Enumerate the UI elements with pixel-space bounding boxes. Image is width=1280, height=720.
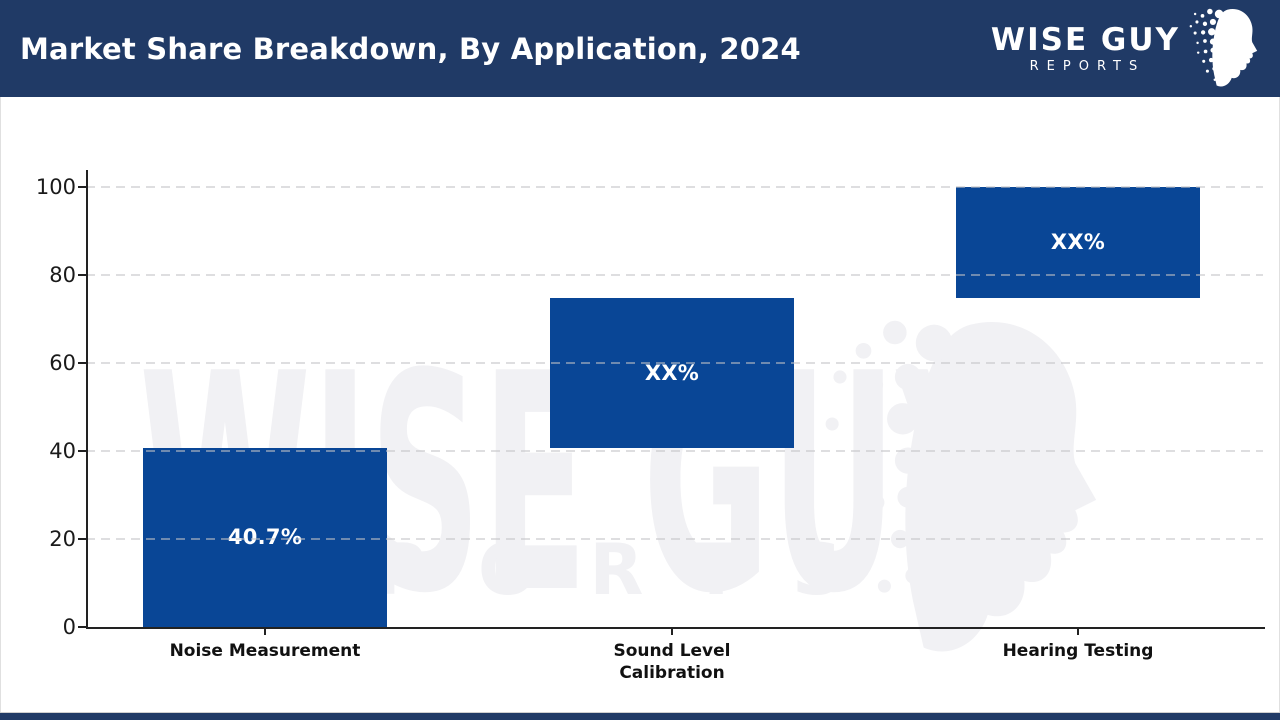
x-tick-mark bbox=[671, 627, 673, 635]
grid-line bbox=[86, 362, 1263, 364]
y-tick-label: 0 bbox=[62, 615, 76, 639]
x-category-label-line: Sound Level bbox=[613, 641, 731, 661]
y-tick-label: 40 bbox=[49, 439, 76, 463]
x-category-label: Sound Level Calibration bbox=[512, 641, 832, 685]
bar: 40.7% bbox=[143, 447, 387, 627]
grid-line bbox=[86, 538, 1263, 540]
x-category-label-line: Hearing Testing bbox=[1002, 641, 1154, 661]
bar-value-label: XX% bbox=[1050, 230, 1106, 255]
y-tick-mark bbox=[78, 450, 86, 452]
bar: XX% bbox=[956, 187, 1200, 298]
axis-lines bbox=[86, 170, 1265, 629]
logo-text: WISE GUY REPORTS bbox=[990, 21, 1180, 74]
y-tick-mark bbox=[78, 362, 86, 364]
y-tick-label: 100 bbox=[35, 175, 76, 199]
y-tick-mark bbox=[78, 274, 86, 276]
footer-bar bbox=[0, 713, 1280, 720]
bottom-divider bbox=[0, 712, 1280, 713]
logo-wordmark: WISE GUY bbox=[990, 21, 1180, 58]
logo-head-icon bbox=[1189, 8, 1258, 86]
y-tick-mark bbox=[78, 186, 86, 188]
y-tick-mark bbox=[78, 538, 86, 540]
x-category-label-line: Noise Measurement bbox=[169, 641, 361, 661]
bar: XX% bbox=[550, 297, 794, 448]
x-tick-mark bbox=[264, 627, 266, 635]
grid-line bbox=[86, 186, 1263, 188]
x-category-label-line: Calibration bbox=[619, 662, 725, 683]
logo-subtext: REPORTS bbox=[1029, 58, 1146, 74]
grid-line bbox=[86, 274, 1263, 276]
x-category-label: Hearing Testing bbox=[918, 641, 1238, 663]
header: Market Share Breakdown, By Application, … bbox=[0, 0, 1280, 97]
x-tick-mark bbox=[1077, 627, 1079, 635]
watermark-head-icon bbox=[825, 320, 1097, 652]
page-title: Market Share Breakdown, By Application, … bbox=[20, 31, 801, 66]
bar-value-label: 40.7% bbox=[227, 525, 303, 550]
x-category-label: Noise Measurement bbox=[105, 641, 425, 663]
y-tick-mark bbox=[78, 626, 86, 628]
grid-line bbox=[86, 450, 1263, 452]
y-tick-label: 20 bbox=[49, 527, 76, 551]
chart-area: WISE GUY REPORTS 0 20 40 60 80 100 40.7% XX% XX%… bbox=[0, 97, 1280, 712]
y-tick-label: 80 bbox=[49, 263, 76, 287]
logo: WISE GUY REPORTS bbox=[991, 6, 1266, 92]
bar-value-label: XX% bbox=[644, 360, 700, 385]
y-tick-label: 60 bbox=[49, 351, 76, 375]
